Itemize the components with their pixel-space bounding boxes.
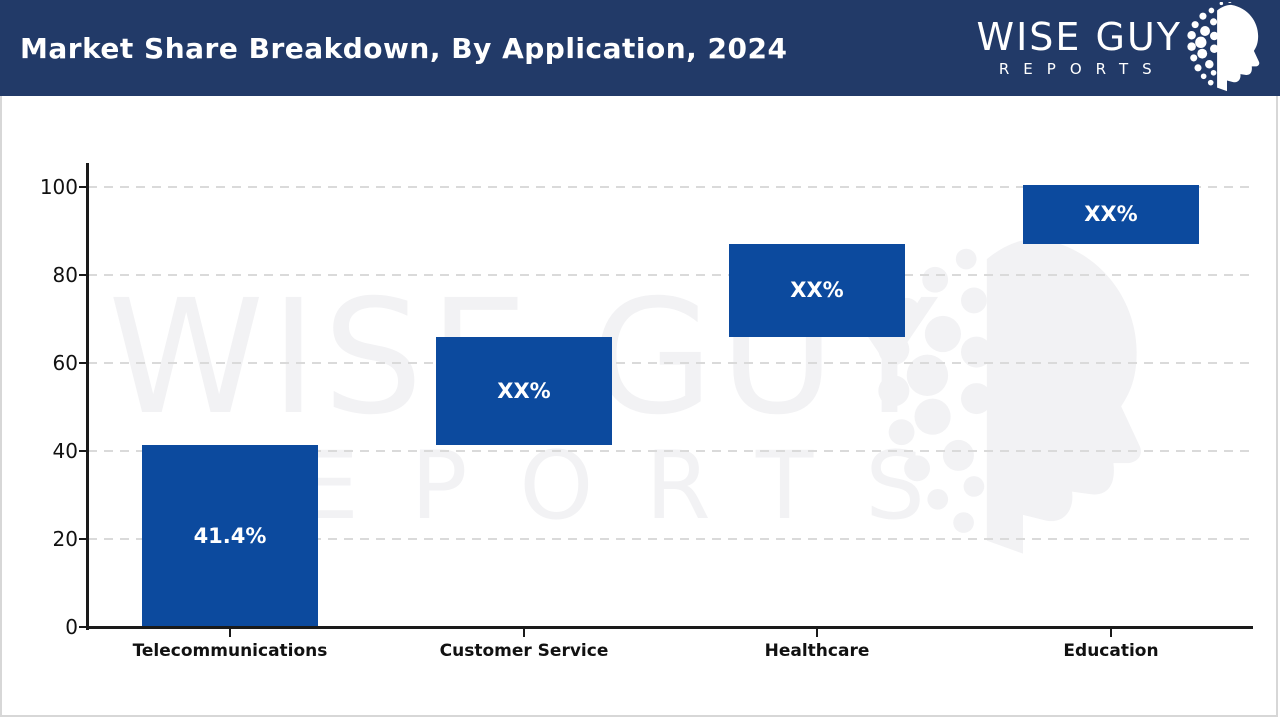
logo-subtext: REPORTS: [998, 60, 1166, 78]
x-category-label-telecommunications: Telecommunications: [132, 641, 328, 661]
bar-value-label-education: XX%: [1084, 202, 1138, 227]
gridline-20: [88, 538, 1253, 540]
y-tick-label-100: 100: [39, 175, 78, 199]
bar-value-label-telecommunications: 41.4%: [193, 523, 267, 548]
wiseguy-logo: WISE GUY REPORTS: [977, 2, 1270, 94]
gridline-100: [88, 186, 1253, 188]
y-tick-label-80: 80: [52, 263, 78, 287]
watermark-head-icon: [878, 238, 1141, 554]
y-tick-label-20: 20: [52, 527, 78, 551]
y-tick-mark-20: [79, 538, 88, 540]
y-axis-line: [86, 163, 89, 630]
y-tick-mark-100: [79, 186, 88, 188]
x-tick-mark-telecommunications: [229, 629, 231, 637]
x-category-label-education: Education: [1063, 641, 1159, 661]
gridline-60: [88, 362, 1253, 364]
x-category-label-customer-service: Customer Service: [439, 641, 609, 661]
x-tick-mark-education: [1110, 629, 1112, 637]
bar-value-label-healthcare: XX%: [790, 278, 844, 303]
x-category-label-healthcare: Healthcare: [764, 641, 870, 661]
gridline-40: [88, 450, 1253, 452]
bar-healthcare: XX%: [729, 244, 905, 337]
y-tick-label-60: 60: [52, 351, 78, 375]
logo-wordmark: WISE GUY: [976, 15, 1182, 59]
wiseguy-head-icon: [1187, 2, 1260, 92]
y-tick-label-0: 0: [65, 615, 78, 639]
logo-text: WISE GUY REPORTS: [977, 18, 1182, 78]
y-tick-mark-60: [79, 362, 88, 364]
gridline-80: [88, 274, 1253, 276]
bar-value-label-customer-service: XX%: [497, 378, 551, 403]
y-tick-mark-0: [79, 626, 88, 628]
x-tick-mark-customer-service: [523, 629, 525, 637]
bar-education: XX%: [1023, 184, 1199, 245]
bar-customer-service: XX%: [436, 336, 612, 445]
x-axis-line: [86, 626, 1253, 629]
chart-area: WISE GUY REPORTS 0 20 40 60 80 100 41.4% Teleco…: [0, 96, 1280, 720]
y-tick-label-40: 40: [52, 439, 78, 463]
x-tick-mark-healthcare: [816, 629, 818, 637]
y-tick-mark-40: [79, 450, 88, 452]
page-title: Market Share Breakdown, By Application, …: [20, 31, 788, 65]
y-tick-mark-80: [79, 274, 88, 276]
bar-telecommunications: 41.4%: [142, 444, 318, 627]
header-bar: Market Share Breakdown, By Application, …: [0, 0, 1280, 96]
